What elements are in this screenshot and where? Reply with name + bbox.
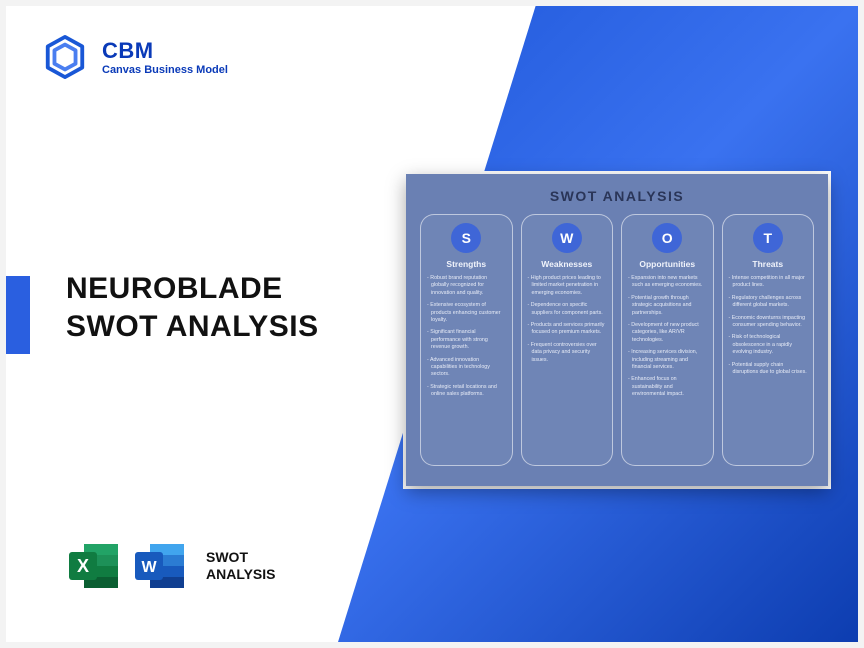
bottom-label: SWOT ANALYSIS — [206, 549, 276, 583]
swot-item: Economic downturns impacting consumer sp… — [729, 315, 808, 330]
swot-column-title: Threats — [752, 259, 783, 269]
swot-column-title: Weaknesses — [541, 259, 592, 269]
bottom-label-line-1: SWOT — [206, 549, 276, 566]
swot-column: O Opportunities Expansion into new markets… — [621, 214, 714, 466]
bottom-row: X W SWOT ANALYSIS — [66, 538, 276, 594]
title-line-2: SWOT ANALYSIS — [66, 308, 319, 346]
swot-column: W Weaknesses High product prices leading t… — [521, 214, 614, 466]
swot-column-title: Opportunities — [639, 259, 695, 269]
brand-subtitle: Canvas Business Model — [102, 64, 228, 76]
title-line-1: NEUROBLADE — [66, 270, 319, 308]
swot-item-list: Expansion into new markets such as emerg… — [628, 275, 707, 404]
swot-item-list: Robust brand reputation globally recogni… — [427, 275, 506, 404]
word-icon: W — [132, 538, 188, 594]
page-canvas: CBM Canvas Business Model NEUROBLADE SWO… — [6, 6, 858, 642]
swot-badge: S — [451, 223, 481, 253]
brand-block: CBM Canvas Business Model — [42, 34, 228, 80]
swot-item: Advanced innovation capabilities in tech… — [427, 357, 506, 379]
page-title: NEUROBLADE SWOT ANALYSIS — [66, 270, 319, 345]
swot-column: S Strengths Robust brand reputation global… — [420, 214, 513, 466]
swot-item: High product prices leading to limited m… — [528, 275, 607, 297]
brand-text: CBM Canvas Business Model — [102, 38, 228, 76]
svg-text:X: X — [77, 556, 89, 576]
swot-item: Potential growth through strategic acqui… — [628, 295, 707, 317]
swot-heading: SWOT ANALYSIS — [420, 188, 814, 204]
swot-item: Development of new product categories, l… — [628, 322, 707, 344]
swot-item: Products and services primarily focused … — [528, 322, 607, 337]
swot-badge: O — [652, 223, 682, 253]
swot-item: Potential supply chain disruptions due t… — [729, 362, 808, 377]
bottom-label-line-2: ANALYSIS — [206, 566, 276, 583]
swot-column: T Threats Intense competition in all major… — [722, 214, 815, 466]
swot-item-list: Intense competition in all major product… — [729, 275, 808, 381]
swot-columns: S Strengths Robust brand reputation global… — [420, 214, 814, 466]
swot-item: Dependence on specific suppliers for com… — [528, 302, 607, 317]
swot-item: Strategic retail locations and online sa… — [427, 384, 506, 399]
swot-badge: W — [552, 223, 582, 253]
swot-item: Regulatory challenges across different g… — [729, 295, 808, 310]
swot-item: Frequent controversies over data privacy… — [528, 342, 607, 364]
swot-item: Robust brand reputation globally recogni… — [427, 275, 506, 297]
brand-name: CBM — [102, 38, 228, 64]
svg-text:W: W — [141, 559, 157, 576]
swot-column-title: Strengths — [446, 259, 486, 269]
swot-card: SWOT ANALYSIS S Strengths Robust brand rep… — [406, 174, 828, 486]
swot-item: Significant financial performance with s… — [427, 329, 506, 351]
swot-badge: T — [753, 223, 783, 253]
swot-item: Intense competition in all major product… — [729, 275, 808, 290]
swot-item: Enhanced focus on sustainability and env… — [628, 376, 707, 398]
swot-item: Expansion into new markets such as emerg… — [628, 275, 707, 290]
swot-item: Risk of technological obsolescence in a … — [729, 334, 808, 356]
swot-item: Extensive ecosystem of products enhancin… — [427, 302, 506, 324]
accent-bar — [6, 276, 30, 354]
swot-item-list: High product prices leading to limited m… — [528, 275, 607, 369]
swot-item: Increasing services division, including … — [628, 349, 707, 371]
excel-icon: X — [66, 538, 122, 594]
brand-logo-icon — [42, 34, 88, 80]
